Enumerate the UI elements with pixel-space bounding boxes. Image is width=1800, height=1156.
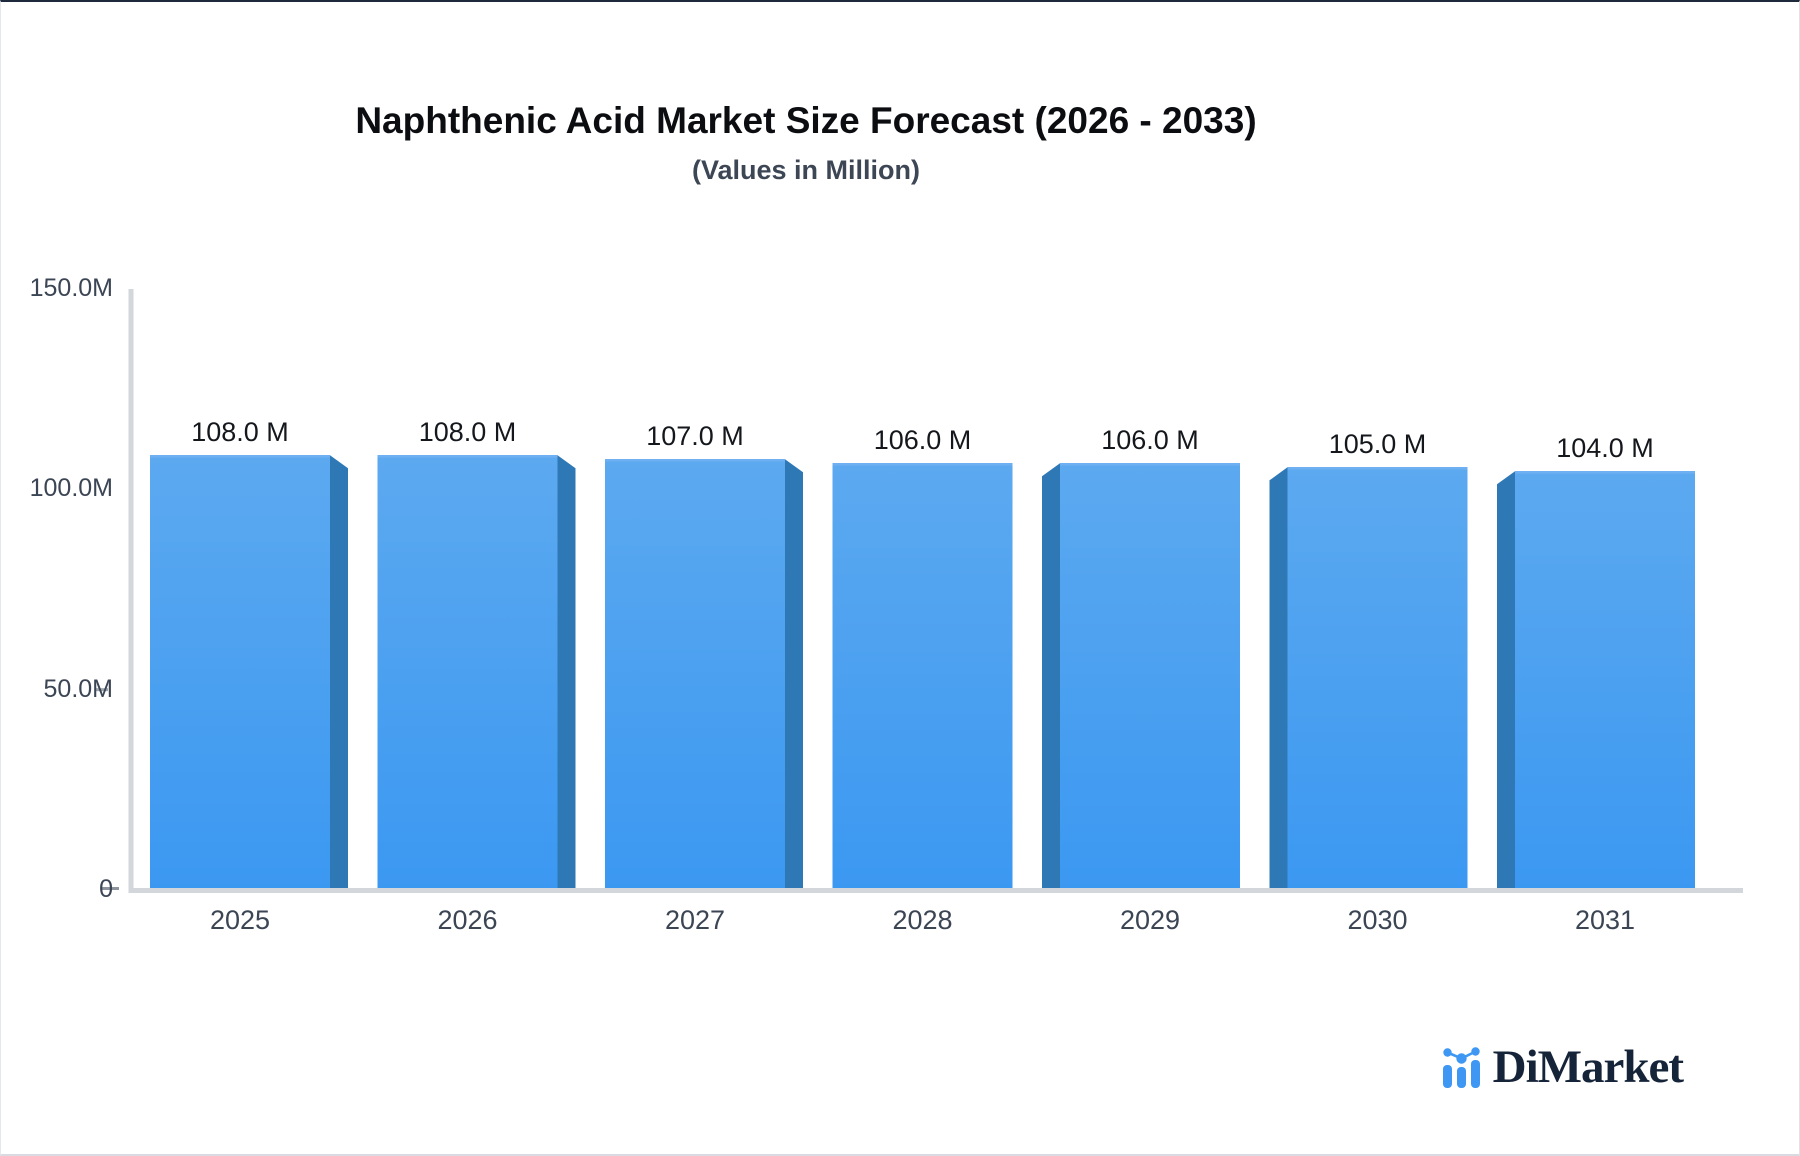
bar-2025[interactable] <box>150 455 348 890</box>
bar-value-label: 105.0 M <box>1328 429 1427 460</box>
x-axis-label: 2027 <box>664 905 726 935</box>
bar-2031[interactable] <box>1497 471 1695 890</box>
x-axis-label: 2025 <box>209 905 271 935</box>
x-axis-label: 2028 <box>892 905 953 935</box>
bar-2028[interactable] <box>832 463 1013 890</box>
bar-side-face <box>330 455 348 890</box>
dimarket-logo-text: DiMarket <box>1492 1041 1684 1093</box>
bar-2026[interactable] <box>377 455 576 890</box>
bar-front-face <box>832 463 1013 890</box>
bar-line-chart-icon <box>1442 1047 1480 1088</box>
bar-value-label: 106.0 M <box>1101 425 1199 456</box>
y-axis-label: 50.0M <box>43 674 113 703</box>
bar-2027[interactable] <box>605 459 803 890</box>
chart-title: Naphthenic Acid Market Size Forecast (20… <box>355 100 1257 141</box>
bar-front-face <box>1060 463 1240 890</box>
bar-value-label: 106.0 M <box>873 425 972 456</box>
x-axis-label: 2026 <box>437 905 498 935</box>
dimarket-logo: DiMarket <box>1440 1041 1684 1093</box>
x-axis-label: 2029 <box>1119 905 1181 935</box>
bar-value-label: 108.0 M <box>191 417 289 448</box>
chart-header: Naphthenic Acid Market Size Forecast (20… <box>1 100 1611 186</box>
chart-subtitle: (Values in Million) <box>691 155 921 185</box>
bar-front-face <box>1287 467 1468 890</box>
bar-front-face <box>150 455 330 890</box>
bar-front-face <box>605 459 785 890</box>
bar-value-label: 108.0 M <box>418 417 517 448</box>
bar-front-face <box>377 455 558 890</box>
bar-side-face <box>1269 467 1288 890</box>
bar-value-label: 104.0 M <box>1556 433 1654 464</box>
bar-value-label: 107.0 M <box>646 421 744 452</box>
y-axis-label: 100.0M <box>29 474 113 503</box>
bar-2029[interactable] <box>1042 463 1240 890</box>
bar-side-face <box>557 455 576 890</box>
bar-2030[interactable] <box>1269 467 1468 890</box>
bar-front-face <box>1515 471 1695 890</box>
x-axis-label: 2031 <box>1574 905 1636 935</box>
bar-side-face <box>1497 471 1515 890</box>
bar-side-face <box>1042 463 1060 890</box>
bar-side-face <box>785 459 803 890</box>
x-axis-label: 2030 <box>1347 905 1408 935</box>
y-axis-label: 150.0M <box>29 274 113 302</box>
y-axis-label: 0 <box>99 875 113 903</box>
